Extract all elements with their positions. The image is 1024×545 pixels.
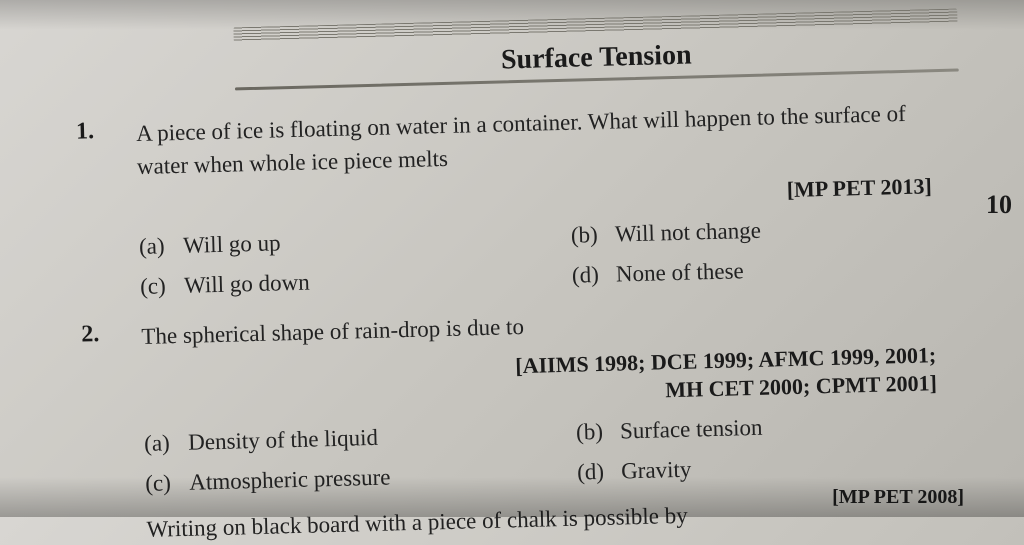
question-body: A piece of ice is floating on water in a…	[136, 95, 964, 299]
option-b: (b) Will not change	[571, 212, 964, 248]
option-label: (c)	[145, 470, 190, 497]
option-label: (d)	[572, 261, 617, 288]
option-text: Density of the liquid	[188, 425, 378, 456]
option-text: Atmospheric pressure	[189, 465, 391, 496]
option-a: (a) Density of the liquid	[144, 421, 537, 457]
option-c: (c) Will go down	[140, 263, 533, 299]
margin-page-number: 10	[986, 190, 1012, 220]
question-1: 1. A piece of ice is floating on water i…	[76, 95, 964, 301]
question-number: 2.	[81, 320, 146, 499]
option-text: Will go up	[183, 230, 281, 259]
option-text: Gravity	[621, 457, 692, 485]
textbook-page: Surface Tension 1. A piece of ice is flo…	[73, 9, 970, 545]
option-text: None of these	[616, 258, 744, 287]
option-c: (c) Atmospheric pressure	[145, 461, 538, 497]
section-header: Surface Tension	[233, 9, 958, 91]
option-a: (a) Will go up	[139, 223, 532, 259]
option-label: (a)	[139, 233, 184, 260]
option-d: (d) None of these	[572, 252, 965, 288]
question-body: The spherical shape of rain-drop is due …	[141, 298, 969, 497]
option-d: (d) Gravity	[577, 449, 970, 485]
option-label: (b)	[571, 221, 616, 248]
option-text: Will go down	[184, 269, 310, 298]
option-label: (c)	[140, 273, 185, 300]
question-2: 2. The spherical shape of rain-drop is d…	[81, 298, 969, 498]
option-text: Surface tension	[620, 415, 763, 445]
option-label: (d)	[577, 459, 622, 486]
question-number: 1.	[76, 117, 141, 301]
option-b: (b) Surface tension	[576, 409, 969, 445]
option-label: (b)	[576, 419, 621, 446]
option-label: (a)	[144, 430, 189, 457]
question-options: (a) Density of the liquid (b) Surface te…	[144, 409, 969, 497]
question-options: (a) Will go up (b) Will not change (c) W…	[139, 212, 964, 300]
question-text: A piece of ice is floating on water in a…	[136, 95, 961, 183]
partial-source-fragment: [MP PET 2008]	[832, 486, 964, 509]
option-text: Will not change	[615, 217, 762, 247]
